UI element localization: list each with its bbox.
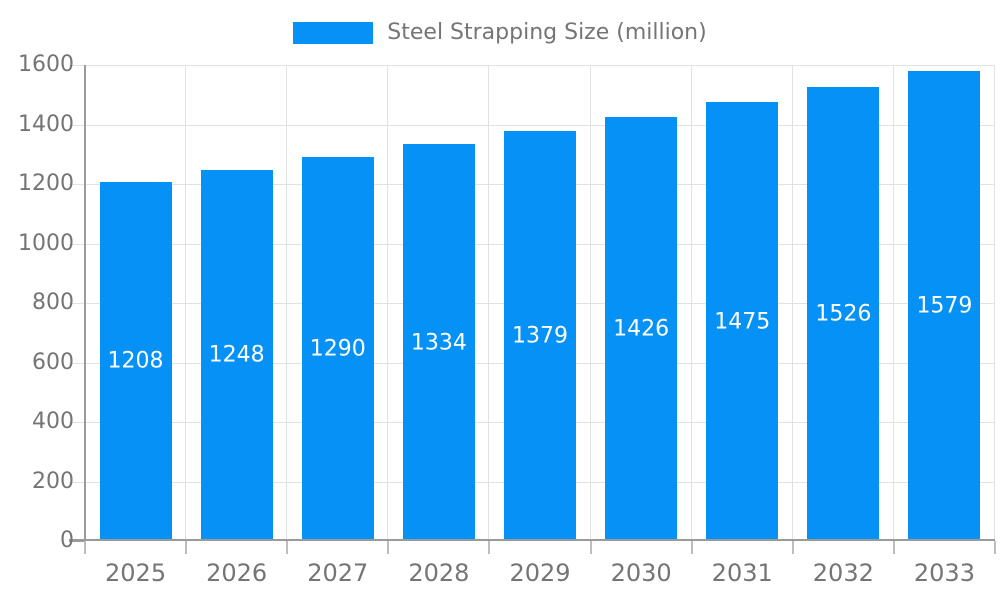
y-tick-label: 400 bbox=[32, 409, 74, 434]
bar-2029[interactable]: 1379 bbox=[504, 130, 576, 541]
v-gridline bbox=[691, 65, 692, 541]
bar-2025[interactable]: 1208 bbox=[99, 181, 172, 541]
x-axis-tick bbox=[691, 541, 693, 554]
x-tick-label: 2026 bbox=[206, 559, 268, 587]
bar-2027[interactable]: 1290 bbox=[301, 157, 374, 541]
x-axis-tick bbox=[185, 541, 187, 554]
y-axis-tick bbox=[69, 65, 85, 66]
bar-value-label: 1290 bbox=[309, 336, 366, 362]
x-tick-label: 2025 bbox=[105, 559, 167, 587]
v-gridline bbox=[590, 65, 591, 541]
x-axis-line bbox=[69, 539, 995, 541]
y-axis-tick bbox=[69, 363, 85, 364]
bar-value-label: 1248 bbox=[208, 342, 265, 368]
bar-2030[interactable]: 1426 bbox=[605, 116, 678, 541]
y-axis-tick bbox=[69, 244, 85, 245]
v-gridline bbox=[893, 65, 894, 541]
y-tick-label: 1000 bbox=[18, 230, 74, 256]
bar-value-label: 1579 bbox=[916, 293, 973, 319]
x-axis-tick bbox=[488, 541, 490, 554]
y-axis-tick bbox=[69, 422, 85, 423]
x-axis-tick bbox=[792, 541, 794, 554]
y-tick-label: 600 bbox=[32, 349, 74, 375]
legend-label: Steel Strapping Size (million) bbox=[387, 20, 707, 45]
x-axis-tick bbox=[590, 541, 592, 554]
y-axis-tick bbox=[69, 482, 85, 483]
y-tick-label: 800 bbox=[32, 290, 74, 315]
x-tick-label: 2029 bbox=[509, 559, 571, 587]
v-gridline bbox=[185, 65, 186, 541]
bar-2026[interactable]: 1248 bbox=[200, 169, 273, 541]
y-axis-tick bbox=[69, 303, 85, 304]
legend[interactable]: Steel Strapping Size (million) bbox=[0, 20, 1000, 45]
y-axis-tick bbox=[69, 541, 85, 542]
bar-2031[interactable]: 1475 bbox=[706, 102, 779, 541]
bar-value-label: 1475 bbox=[714, 309, 771, 335]
x-tick-label: 2033 bbox=[913, 559, 975, 587]
bar-value-label: 1526 bbox=[815, 301, 872, 327]
bar-value-label: 1208 bbox=[107, 348, 164, 374]
x-tick-label: 2030 bbox=[610, 559, 672, 587]
h-gridline bbox=[85, 124, 995, 126]
x-tick-label: 2027 bbox=[307, 559, 369, 587]
y-axis-line bbox=[84, 65, 86, 554]
v-gridline bbox=[488, 65, 489, 541]
v-gridline bbox=[994, 65, 995, 541]
x-axis-tick bbox=[84, 541, 86, 554]
x-tick-label: 2031 bbox=[711, 559, 773, 587]
bar-2028[interactable]: 1334 bbox=[402, 144, 475, 541]
v-gridline bbox=[387, 65, 388, 541]
v-gridline bbox=[286, 65, 287, 541]
y-axis-labels: 0 200 400 600 800 1000 1200 1400 1600 bbox=[0, 52, 74, 553]
bar-value-label: 1379 bbox=[512, 323, 568, 349]
bar-value-label: 1426 bbox=[613, 316, 670, 342]
legend-swatch-icon bbox=[293, 21, 374, 44]
y-axis-tick bbox=[69, 125, 85, 126]
y-tick-label: 1200 bbox=[18, 171, 74, 196]
x-axis-labels: 2025 2026 2027 2028 2029 2030 2031 2032 2033 bbox=[85, 559, 995, 591]
h-gridline bbox=[85, 64, 995, 66]
x-axis-tick bbox=[387, 541, 389, 554]
x-axis-tick bbox=[286, 541, 288, 554]
y-tick-label: 1600 bbox=[18, 52, 74, 77]
x-tick-label: 2032 bbox=[812, 559, 874, 587]
bar-2032[interactable]: 1526 bbox=[807, 87, 880, 541]
bar-2033[interactable]: 1579 bbox=[908, 71, 981, 541]
plot-area: 1208 1248 1290 1334 1379 1426 1475 1526 1579 bbox=[69, 64, 996, 554]
x-axis-tick bbox=[994, 541, 996, 554]
y-axis-tick bbox=[69, 184, 85, 185]
y-tick-label: 200 bbox=[32, 468, 74, 494]
bar-value-label: 1334 bbox=[410, 330, 467, 356]
x-axis-tick bbox=[893, 541, 895, 554]
y-tick-label: 1400 bbox=[18, 111, 74, 137]
v-gridline bbox=[792, 65, 793, 541]
y-tick-label: 0 bbox=[60, 528, 74, 553]
x-tick-label: 2028 bbox=[408, 559, 470, 587]
